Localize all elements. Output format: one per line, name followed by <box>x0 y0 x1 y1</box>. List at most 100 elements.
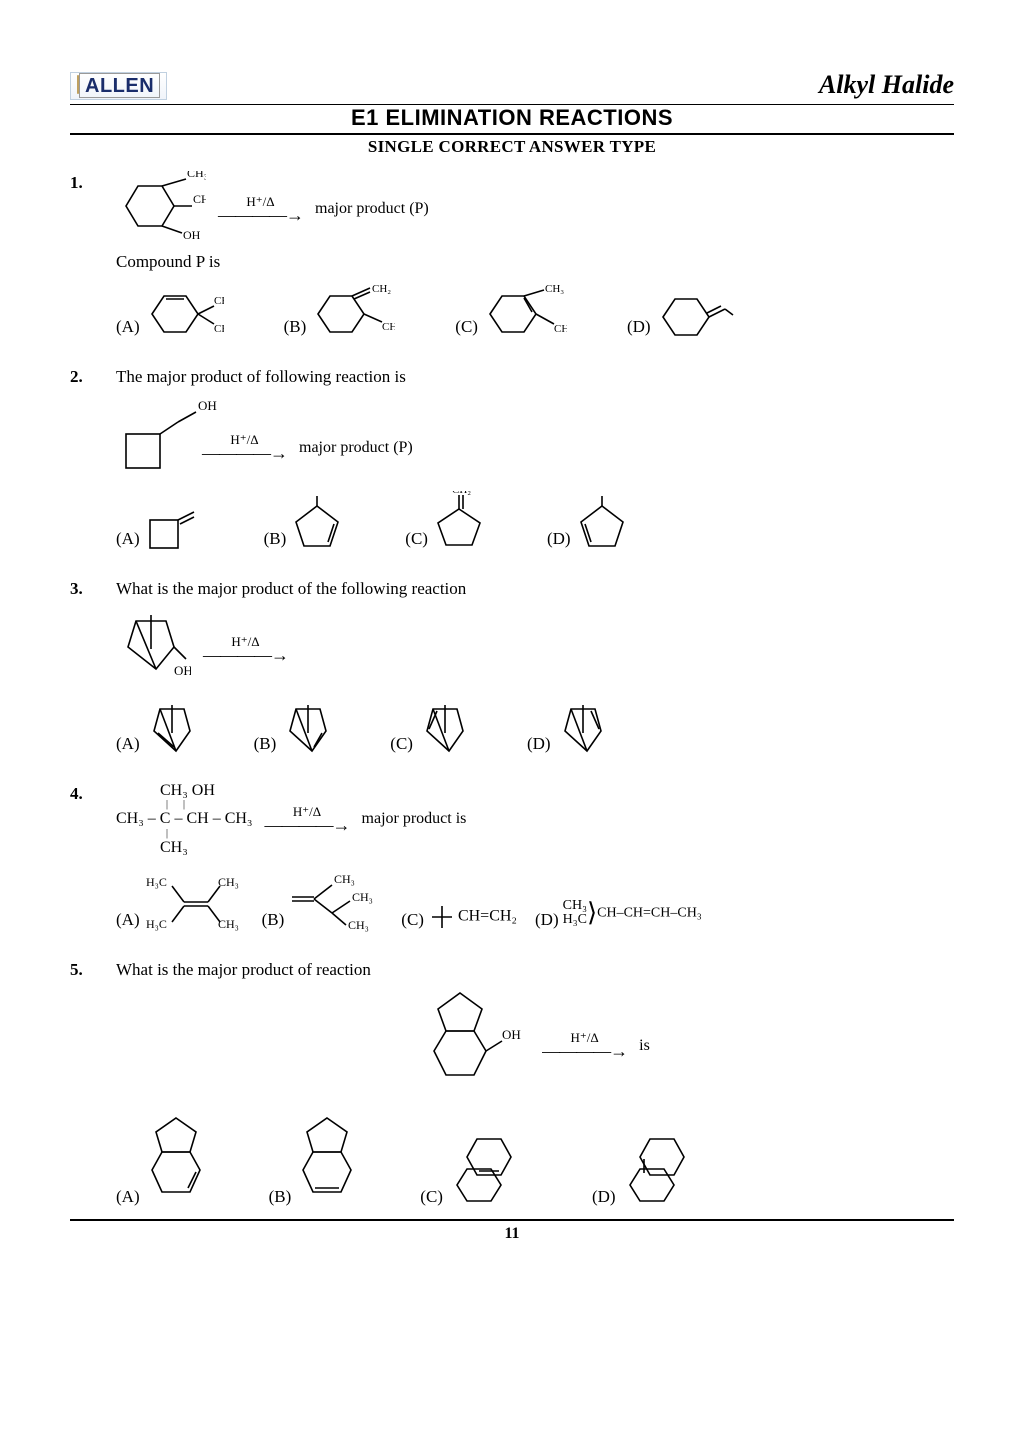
svg-text:CH₃: CH₃ <box>554 323 567 335</box>
svg-text:CH₃: CH₃ <box>218 875 239 889</box>
svg-text:CH₃: CH₃ <box>193 192 206 206</box>
svg-text:CH₃: CH₃ <box>214 323 224 335</box>
q5-number: 5. <box>70 958 94 1210</box>
svg-text:OH: OH <box>183 228 201 241</box>
q5-stem: What is the major product of reaction <box>116 958 954 982</box>
question-3: 3. What is the major product of the foll… <box>70 577 954 756</box>
q3-opt-a: (A) <box>116 701 194 756</box>
q4-opt-c: (C) CH=CH₂ <box>401 902 517 932</box>
svg-text:CH₃: CH₃ <box>214 295 224 307</box>
q3-options: (A) (B) (C) (D) <box>116 701 954 756</box>
q1-stem: CH₃ CH₃ OH H⁺/Δ ――――→ major product (P) <box>116 171 954 248</box>
q2-opt-c: (C) CH₂ <box>405 491 487 551</box>
title-rule <box>70 133 954 135</box>
svg-text:OH: OH <box>502 1027 521 1042</box>
q1-arrow: H⁺/Δ ――――→ <box>218 195 303 224</box>
title-block: E1 ELIMINATION REACTIONS SINGLE CORRECT … <box>70 105 954 157</box>
q5-body: What is the major product of reaction OH… <box>116 958 954 1210</box>
arrow-icon: ――――→ <box>218 206 303 224</box>
q5-reactant: OH <box>420 987 530 1104</box>
svg-text:CH₃: CH₃ <box>187 171 206 180</box>
q3-stem: What is the major product of the followi… <box>116 577 954 601</box>
q1-product-label: major product (P) <box>315 198 429 220</box>
q1-options: (A) CH₃CH₃ (B) CH₂CH₃ (C) CH₃CH₃ (D) <box>116 284 954 339</box>
q5-opt-a: (A) <box>116 1114 209 1209</box>
arrow-icon: ――――→ <box>265 816 350 834</box>
svg-text:CH₃: CH₃ <box>218 917 239 931</box>
q5-opt-d: (D) <box>592 1129 705 1209</box>
logo-box: ALLEN <box>70 72 167 100</box>
q5-opt-b: (B) <box>269 1114 361 1209</box>
q1-opt-d: (D) <box>627 289 735 339</box>
sub-title: SINGLE CORRECT ANSWER TYPE <box>70 137 954 157</box>
q3-number: 3. <box>70 577 94 756</box>
main-title: E1 ELIMINATION REACTIONS <box>70 105 954 131</box>
footer-rule <box>70 1219 954 1221</box>
q1-opt-a: (A) CH₃CH₃ <box>116 284 224 339</box>
q4-scheme: CH₃ OH | | CH₃ – C – CH – CH₃ | CH₃ H⁺/Δ… <box>116 782 954 857</box>
q5-options: (A) (B) (C) (D) <box>116 1114 954 1209</box>
q2-body: The major product of following reaction … <box>116 365 954 552</box>
svg-text:H₃C: H₃C <box>146 917 167 931</box>
q4-arrow: H⁺/Δ ――――→ <box>265 805 350 834</box>
q2-opt-d: (D) <box>547 496 630 551</box>
q3-opt-c: (C) <box>390 701 467 756</box>
question-1: 1. CH₃ CH₃ OH <box>70 171 954 339</box>
q3-reactant: OH <box>116 609 191 691</box>
page: ALLEN Alkyl Halide E1 ELIMINATION REACTI… <box>0 0 1024 1452</box>
q3-opt-b: (B) <box>254 701 331 756</box>
svg-text:CH₂: CH₂ <box>452 491 471 496</box>
q1-reactant: CH₃ CH₃ OH <box>116 171 206 248</box>
q1-below: Compound P is <box>116 250 954 274</box>
q1-number: 1. <box>70 171 94 339</box>
logo-text: ALLEN <box>79 73 160 98</box>
q2-options: (A) (B) (C) CH₂ (D) <box>116 491 954 551</box>
svg-text:CH₃: CH₃ <box>382 321 395 333</box>
svg-text:CH₃: CH₃ <box>334 872 355 886</box>
q4-opt-b: (B) CH₃CH₃CH₃ <box>262 867 384 932</box>
arrow-icon: ――――→ <box>202 444 287 462</box>
q2-opt-a: (A) <box>116 506 204 551</box>
questions: 1. CH₃ CH₃ OH <box>70 171 954 1209</box>
q2-arrow: H⁺/Δ ――――→ <box>202 433 287 462</box>
q1-body: CH₃ CH₃ OH H⁺/Δ ――――→ major product (P) … <box>116 171 954 339</box>
q4-body: CH₃ OH | | CH₃ – C – CH – CH₃ | CH₃ H⁺/Δ… <box>116 782 954 932</box>
q1-opt-b: (B) CH₂CH₃ <box>284 284 396 339</box>
question-4: 4. CH₃ OH | | CH₃ – C – CH – CH₃ | CH₃ H… <box>70 782 954 932</box>
page-number: 11 <box>70 1225 954 1243</box>
svg-text:OH: OH <box>198 398 217 413</box>
question-2: 2. The major product of following reacti… <box>70 365 954 552</box>
svg-text:CH₃: CH₃ <box>545 284 564 295</box>
q4-number: 4. <box>70 782 94 932</box>
q2-number: 2. <box>70 365 94 552</box>
svg-text:CH₂: CH₂ <box>372 284 391 295</box>
question-5: 5. What is the major product of reaction… <box>70 958 954 1210</box>
subject-title: Alkyl Halide <box>819 70 954 100</box>
q4-opt-d: (D) CH₃H₃C⟩CH–CH=CH–CH₃ <box>535 895 702 931</box>
arrow-icon: ――――→ <box>542 1042 627 1060</box>
svg-text:CH₃: CH₃ <box>352 890 373 904</box>
q4-tail: major product is <box>362 808 467 830</box>
q3-body: What is the major product of the followi… <box>116 577 954 756</box>
q2-stem: The major product of following reaction … <box>116 365 954 389</box>
logo-wrap: ALLEN <box>70 72 167 100</box>
q1-opt-c: (C) CH₃CH₃ <box>455 284 567 339</box>
q2-product-label: major product (P) <box>299 437 413 459</box>
q3-scheme: OH H⁺/Δ ――――→ <box>116 609 954 691</box>
svg-text:H₃C: H₃C <box>146 875 167 889</box>
svg-text:CH₃: CH₃ <box>348 918 369 932</box>
q5-opt-c: (C) <box>420 1129 532 1209</box>
q3-opt-d: (D) <box>527 701 605 756</box>
q4-opt-c-struct: CH=CH₂ <box>428 902 517 932</box>
q4-options: (A) H₃CCH₃H₃CCH₃ (B) CH₃CH₃CH₃ (C) CH=CH… <box>116 867 954 932</box>
header-row: ALLEN Alkyl Halide <box>70 70 954 105</box>
q3-arrow: H⁺/Δ ――――→ <box>203 635 288 664</box>
q5-is: is <box>639 1035 650 1057</box>
q4-opt-a: (A) H₃CCH₃H₃CCH₃ <box>116 872 244 932</box>
q2-scheme: OH H⁺/Δ ――――→ major product (P) <box>116 394 954 481</box>
q5-scheme: OH H⁺/Δ ――――→ is <box>116 987 954 1104</box>
q4-reactant: CH₃ OH | | CH₃ – C – CH – CH₃ | CH₃ <box>116 782 253 857</box>
q2-opt-b: (B) <box>264 496 346 551</box>
svg-text:OH: OH <box>174 663 191 678</box>
q4-opt-d-struct: CH₃H₃C⟩CH–CH=CH–CH₃ <box>563 895 702 931</box>
